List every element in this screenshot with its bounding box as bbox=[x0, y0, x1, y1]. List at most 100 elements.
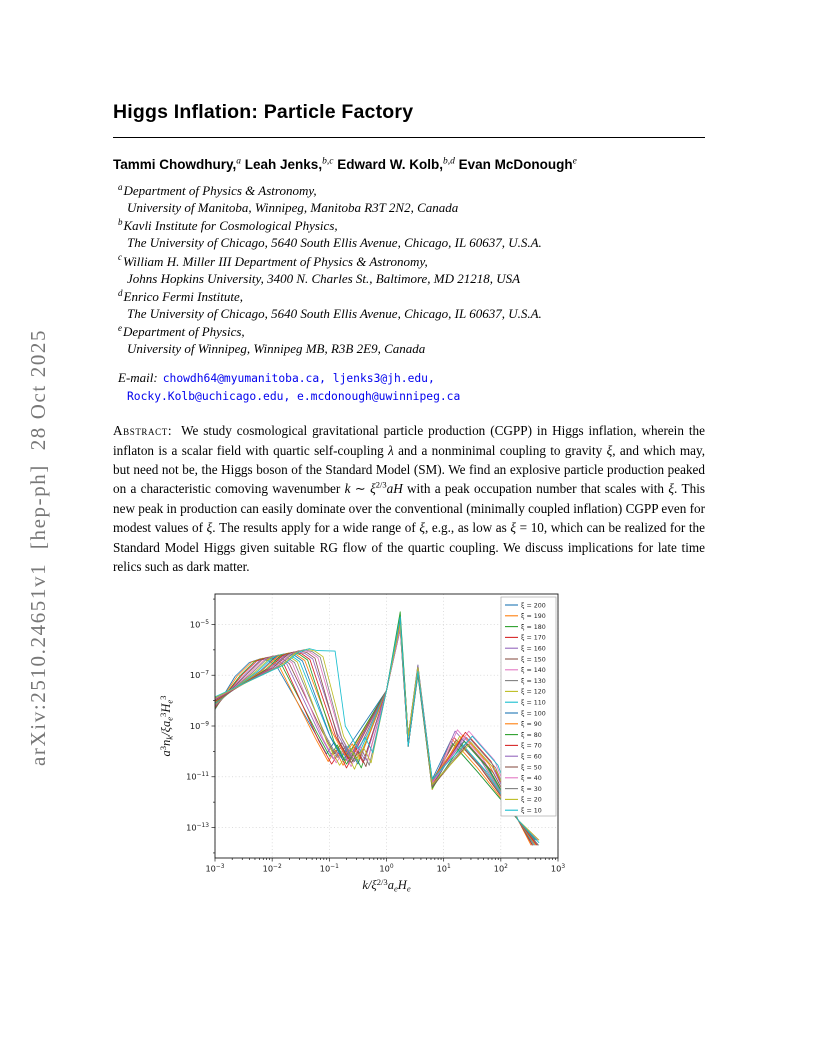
title-rule bbox=[113, 137, 705, 138]
tick-label: 10−11 bbox=[186, 771, 209, 781]
legend-label: ξ = 10 bbox=[521, 807, 542, 814]
tick-label: 10−13 bbox=[186, 822, 209, 832]
email-separator: , bbox=[283, 390, 298, 404]
email-link[interactable]: ljenks3@jh.edu bbox=[332, 371, 428, 385]
legend-label: ξ = 150 bbox=[521, 656, 546, 663]
abstract-math: ξ bbox=[668, 481, 674, 497]
axis-ticks bbox=[211, 598, 559, 861]
series-curves bbox=[215, 610, 540, 846]
abstract: Abstract: We study cosmological gravitati… bbox=[113, 421, 705, 576]
abstract-math: k bbox=[344, 481, 351, 497]
tick-label: 10−1 bbox=[320, 863, 339, 873]
x-axis-label: k/ξ2/3aeHe bbox=[362, 876, 410, 893]
affiliation-sup: b bbox=[118, 216, 123, 227]
tick-label: 10−2 bbox=[263, 863, 282, 873]
abstract-math: aH bbox=[386, 481, 403, 497]
tick-label: 10−7 bbox=[190, 670, 209, 680]
abstract-text: , and which may, but need not be, the Hi… bbox=[113, 442, 705, 497]
series-xi-120 bbox=[215, 619, 535, 840]
legend-label: ξ = 160 bbox=[521, 645, 546, 652]
abstract-text: and a nonminimal coupling to gravity bbox=[393, 442, 607, 458]
legend-label: ξ = 60 bbox=[521, 753, 542, 760]
email-separator: , bbox=[427, 371, 435, 385]
legend-label: ξ = 90 bbox=[521, 721, 542, 728]
email-label: E-mail: bbox=[118, 369, 158, 385]
legend-label: ξ = 100 bbox=[521, 710, 546, 717]
chart-legend: ξ = 200 ξ = 190 ξ = 180 ξ = 170 ξ = 160 ξ = 1… bbox=[500, 596, 557, 816]
email-link[interactable]: Rocky.Kolb@uchicago.edu bbox=[127, 390, 284, 404]
legend-label: ξ = 30 bbox=[521, 785, 542, 792]
abstract-text: . The results apply for a wide range of bbox=[212, 520, 420, 536]
legend-label: ξ = 50 bbox=[521, 764, 542, 771]
abstract-math: ξ bbox=[206, 520, 213, 536]
y-axis-label: a3nk/ξae3He3 bbox=[158, 695, 175, 756]
series-xi-50 bbox=[215, 618, 539, 846]
paper-content: Higgs Inflation: Particle Factory Tammi … bbox=[113, 0, 705, 919]
affiliation-sup: d bbox=[118, 287, 123, 298]
series-xi-70 bbox=[215, 622, 538, 846]
tick-label: 10−5 bbox=[190, 619, 209, 629]
author-affil-sup: b,c bbox=[322, 156, 334, 167]
tick-label: 100 bbox=[379, 863, 393, 873]
series-xi-100 bbox=[215, 617, 536, 840]
tick-label: 103 bbox=[551, 863, 565, 873]
affiliation-item: dEnrico Fermi Institute, The University o… bbox=[118, 287, 542, 322]
legend-label: ξ = 120 bbox=[521, 688, 546, 695]
affiliation-item: cWilliam H. Miller III Department of Phy… bbox=[118, 252, 521, 286]
abstract-math: λ bbox=[388, 442, 394, 458]
legend-label: ξ = 170 bbox=[521, 634, 546, 641]
author-name: Edward W. Kolb, bbox=[337, 157, 443, 172]
affiliation-item: bKavli Institute for Cosmological Physic… bbox=[118, 216, 542, 251]
legend-label: ξ = 80 bbox=[521, 731, 542, 738]
abstract-text: = 10, which can be realized for the Stan… bbox=[113, 520, 705, 575]
legend-label: ξ = 180 bbox=[521, 623, 546, 630]
legend-label: ξ = 140 bbox=[521, 667, 546, 674]
affiliation-item: eDepartment of Physics, University of Win… bbox=[118, 322, 426, 357]
affiliation-sup: e bbox=[118, 322, 122, 333]
abstract-math: ξ bbox=[419, 520, 425, 536]
affiliation-item: aDepartment of Physics & Astronomy, Unive… bbox=[118, 181, 459, 216]
legend-label: ξ = 190 bbox=[521, 613, 546, 620]
abstract-text: with a peak occupation number that scale… bbox=[402, 481, 669, 497]
abstract-math: 2/3 bbox=[375, 480, 387, 491]
author-affil-sup: b,d bbox=[442, 156, 455, 167]
author-name: Evan McDonough bbox=[458, 157, 573, 172]
author-name: Leah Jenks, bbox=[244, 157, 323, 172]
paper-title: Higgs Inflation: Particle Factory bbox=[113, 101, 414, 123]
tick-label: 101 bbox=[437, 863, 451, 873]
abstract-text: . This new peak in production can easily… bbox=[113, 481, 705, 536]
abstract-text: ∼ bbox=[350, 481, 371, 497]
email-link[interactable]: chowdh64@myumanitoba.ca bbox=[162, 371, 320, 385]
legend-label: ξ = 130 bbox=[521, 677, 546, 684]
author-name: Tammi Chowdhury, bbox=[113, 157, 237, 172]
series-xi-10 bbox=[215, 615, 540, 843]
email-block: E-mail: chowdh64@myumanitoba.ca, ljenks3@… bbox=[113, 369, 705, 407]
abstract-text: We study cosmological gravitational part… bbox=[113, 423, 705, 458]
affiliation-list: aDepartment of Physics & Astronomy, Unive… bbox=[113, 182, 705, 358]
legend-label: ξ = 40 bbox=[521, 775, 542, 782]
legend-label: ξ = 110 bbox=[521, 699, 546, 706]
author-affil-sup: e bbox=[572, 156, 577, 167]
cgpp-spectrum-plot: 10−3 10−2 10−1 100 101 102 103 10−5 10−7 10−9 10−1… bbox=[158, 593, 565, 893]
abstract-text: , e.g., as low as bbox=[424, 520, 511, 536]
abstract-label: Abstract: bbox=[113, 423, 173, 439]
tick-label: 10−9 bbox=[190, 720, 209, 730]
tick-label: 10−3 bbox=[205, 863, 224, 873]
abstract-math: ξ bbox=[510, 520, 517, 536]
arxiv-watermark: arXiv:2510.24651v1 [hep-ph] 28 Oct 2025 bbox=[26, 328, 50, 766]
series-xi-90 bbox=[215, 624, 537, 846]
figure-1: 10−3 10−2 10−1 100 101 102 103 10−5 10−7 10−9 10−1… bbox=[113, 586, 705, 919]
abstract-math: ξ bbox=[370, 481, 376, 497]
author-affil-sup: a bbox=[236, 156, 242, 167]
affiliation-sup: c bbox=[118, 252, 122, 263]
author-list: Tammi Chowdhury,a Leah Jenks,b,c Edward … bbox=[113, 157, 705, 172]
series-xi-80 bbox=[215, 614, 537, 840]
email-separator: , bbox=[319, 371, 333, 385]
affiliation-sup: a bbox=[118, 181, 123, 192]
email-link[interactable]: e.mcdonough@uwinnipeg.ca bbox=[297, 390, 461, 404]
legend-label: ξ = 200 bbox=[521, 602, 546, 609]
abstract-math: ξ bbox=[606, 442, 613, 458]
legend-label: ξ = 20 bbox=[521, 796, 542, 803]
tick-label: 102 bbox=[494, 863, 508, 873]
